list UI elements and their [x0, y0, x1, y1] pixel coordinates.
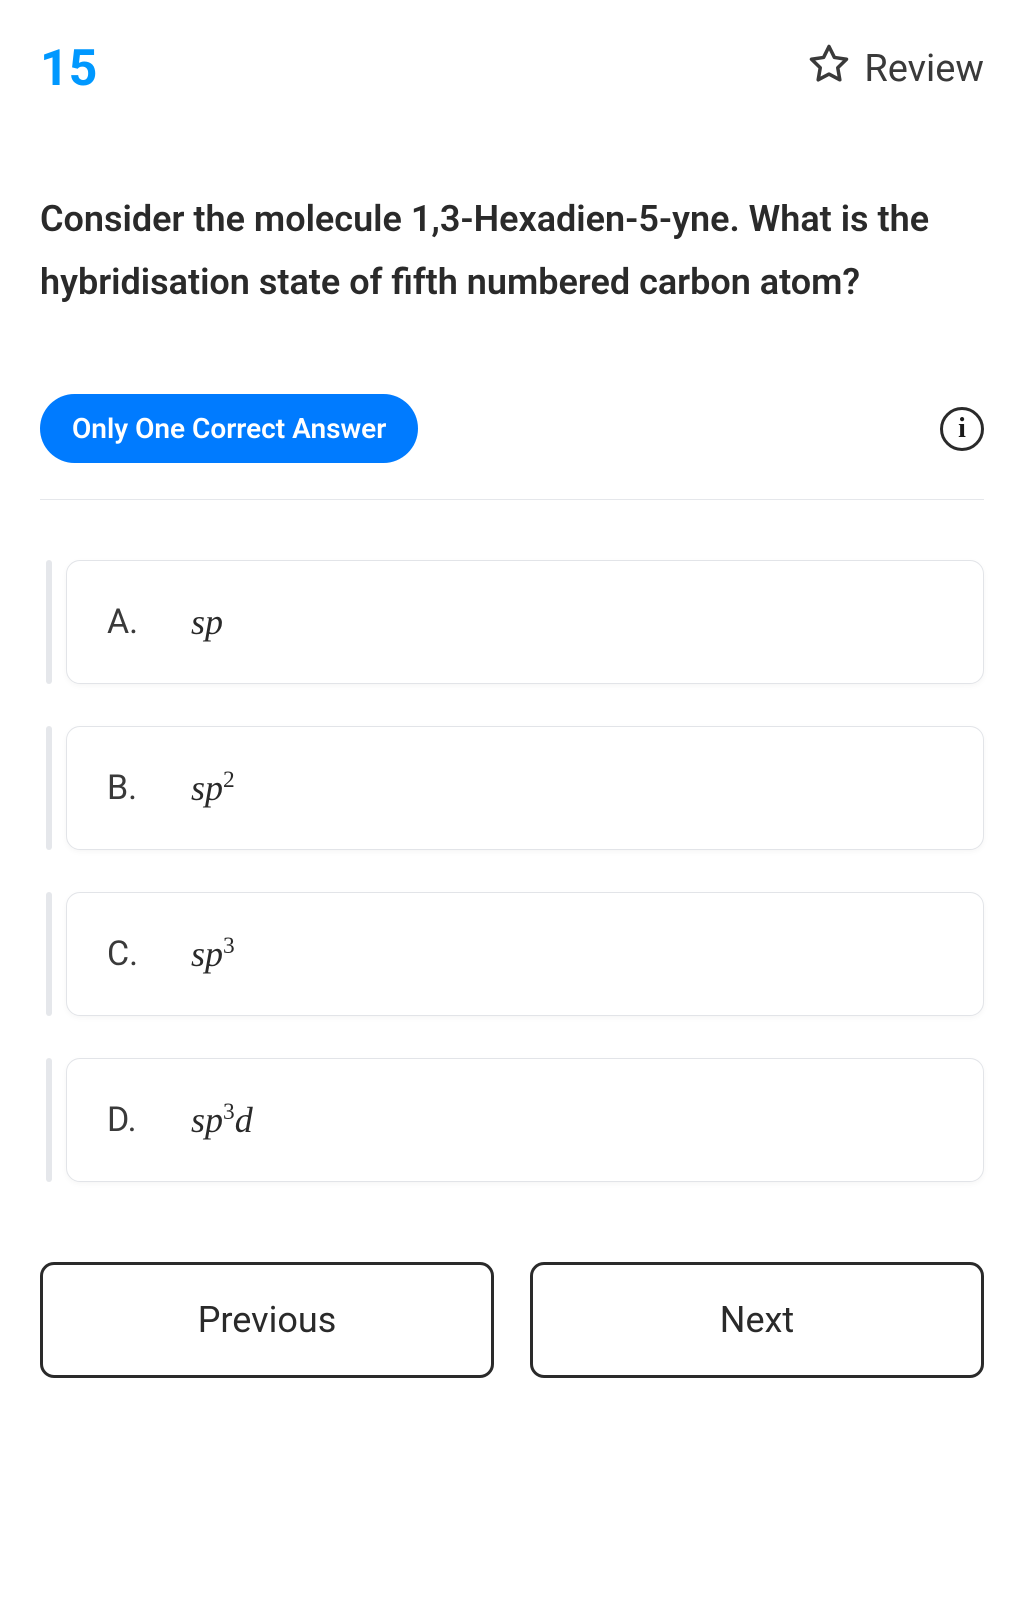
nav-row: Previous Next [40, 1262, 984, 1378]
option-letter: C. [107, 934, 151, 974]
option-d[interactable]: D. sp3d [66, 1058, 984, 1182]
option-a[interactable]: A. sp [66, 560, 984, 684]
question-number: 15 [40, 40, 97, 98]
option-b-wrap: B. sp2 [46, 726, 984, 850]
option-a-wrap: A. sp [46, 560, 984, 684]
option-text: sp [191, 601, 223, 643]
info-icon[interactable]: i [940, 407, 984, 451]
star-icon [808, 43, 850, 95]
option-letter: D. [107, 1100, 151, 1140]
option-d-wrap: D. sp3d [46, 1058, 984, 1182]
option-text: sp3 [191, 933, 235, 975]
option-bar [46, 892, 52, 1016]
option-letter: A. [107, 602, 151, 642]
quiz-container: 15 Review Consider the molecule 1,3-Hexa… [0, 0, 1024, 1613]
review-toggle[interactable]: Review [808, 43, 984, 95]
option-text: sp2 [191, 767, 235, 809]
option-text: sp3d [191, 1099, 253, 1141]
next-button[interactable]: Next [530, 1262, 984, 1378]
question-text: Consider the molecule 1,3-Hexadien-5-yne… [40, 188, 984, 314]
review-label: Review [864, 47, 984, 91]
option-bar [46, 726, 52, 850]
header-row: 15 Review [40, 40, 984, 98]
option-letter: B. [107, 768, 151, 808]
option-c-wrap: C. sp3 [46, 892, 984, 1016]
option-c[interactable]: C. sp3 [66, 892, 984, 1016]
answer-type-badge: Only One Correct Answer [40, 394, 418, 463]
option-b[interactable]: B. sp2 [66, 726, 984, 850]
option-bar [46, 560, 52, 684]
badge-row: Only One Correct Answer i [40, 394, 984, 500]
previous-button[interactable]: Previous [40, 1262, 494, 1378]
options-list: A. sp B. sp2 C. sp3 D. sp3d [40, 560, 984, 1182]
option-bar [46, 1058, 52, 1182]
